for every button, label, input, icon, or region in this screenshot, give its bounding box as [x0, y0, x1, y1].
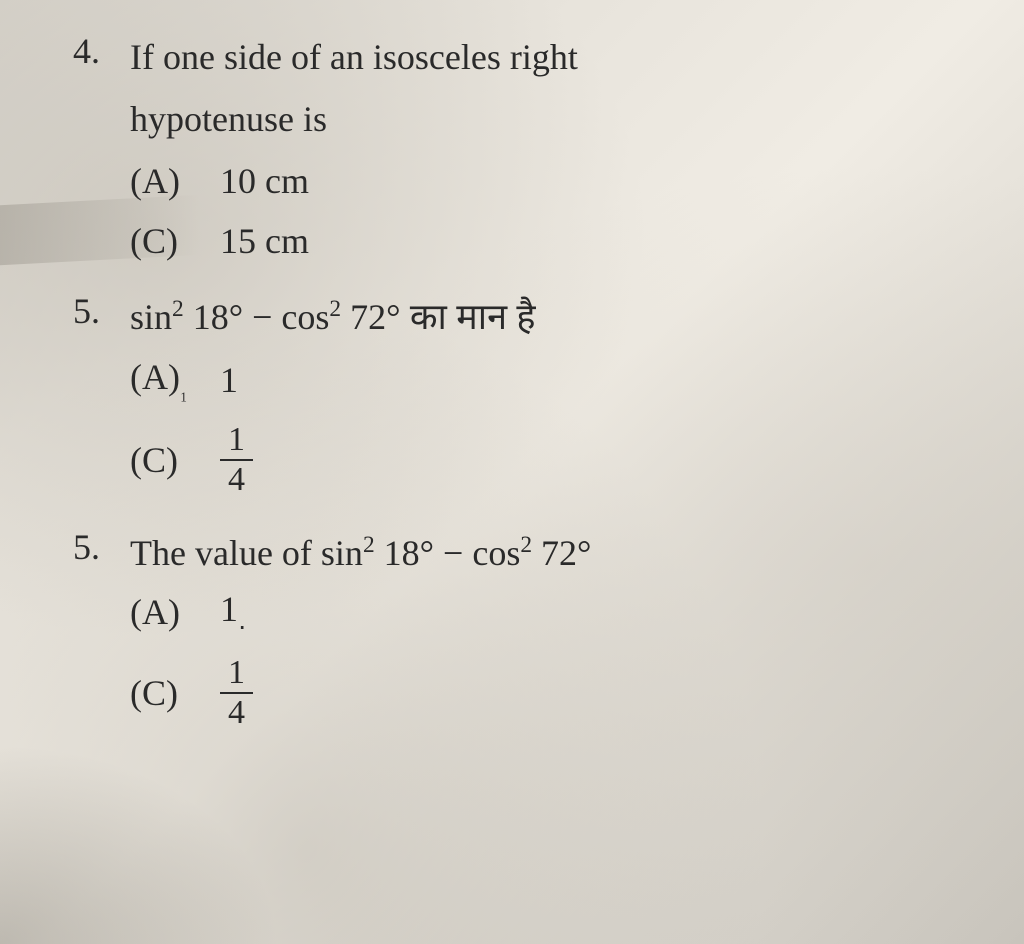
option-label: (C): [130, 439, 220, 481]
expr-angle1: 18°: [184, 297, 243, 337]
expr-minus-cos: − cos: [243, 297, 329, 337]
option-4a: (A) 10 cm: [130, 160, 1004, 202]
expr-sup1: 2: [363, 532, 375, 558]
question-number: 4.: [40, 30, 130, 72]
question-text-line2: hypotenuse is: [130, 92, 1004, 146]
expr-angle2: 72°: [341, 297, 400, 337]
question-number: 5.: [40, 526, 130, 568]
hindi-suffix: का मान है: [401, 297, 536, 344]
expr-angle2: 72°: [532, 533, 591, 573]
fraction-denominator: 4: [220, 461, 253, 498]
question-5-header: 5. sin2 18° − cos2 72° का मान है: [40, 290, 1004, 348]
option-4c: (C) 15 cm: [130, 220, 1004, 262]
option-value-fraction: 1 4: [220, 654, 253, 731]
option-5c-eng: (C) 1 4: [130, 654, 1004, 731]
expr-sup2: 2: [520, 532, 532, 558]
expr-minus-cos: − cos: [434, 533, 520, 573]
trail-mark: ․: [238, 608, 246, 635]
option-value-fraction: 1 4: [220, 421, 253, 498]
question-text-line1: If one side of an isosceles right: [130, 30, 1004, 84]
fraction: 1 4: [220, 421, 253, 498]
sub-mark: ₁: [180, 378, 188, 402]
option-value: 1․: [220, 588, 246, 636]
question-number: 5.: [40, 290, 130, 332]
page-content: 4. If one side of an isosceles right hyp…: [40, 30, 1004, 731]
fraction-numerator: 1: [220, 654, 253, 693]
fraction: 1 4: [220, 654, 253, 731]
expr-angle1: 18°: [375, 533, 434, 573]
expr-sup1: 2: [172, 296, 184, 322]
option-5c-hindi: (C) 1 4: [130, 421, 1004, 498]
option-label: (C): [130, 220, 220, 262]
option-label: (A)₁: [130, 356, 220, 403]
question-expression: sin2 18° − cos2 72° का मान है: [130, 290, 1004, 348]
fraction-numerator: 1: [220, 421, 253, 460]
expr-sin: sin: [130, 297, 172, 337]
option-5a-eng: (A) 1․: [130, 588, 1004, 636]
question-4: 4. If one side of an isosceles right hyp…: [40, 30, 1004, 262]
question-expression-eng: The value of sin2 18° − cos2 72°: [130, 526, 1004, 580]
option-label: (A): [130, 591, 220, 633]
question-5-hindi: 5. sin2 18° − cos2 72° का मान है (A)₁ 1 …: [40, 290, 1004, 498]
option-value: 1: [220, 359, 238, 401]
question-4-header: 4. If one side of an isosceles right: [40, 30, 1004, 84]
option-label: (C): [130, 672, 220, 714]
question-5-english: 5. The value of sin2 18° − cos2 72° (A) …: [40, 526, 1004, 731]
expr-sin: sin: [321, 533, 363, 573]
option-label: (A): [130, 160, 220, 202]
question-5-eng-header: 5. The value of sin2 18° − cos2 72°: [40, 526, 1004, 580]
paper-corner-shadow: [0, 744, 280, 944]
option-value: 15 cm: [220, 220, 309, 262]
eng-prefix: The value of: [130, 533, 321, 573]
expr-sup2: 2: [329, 296, 341, 322]
fraction-denominator: 4: [220, 694, 253, 731]
option-value: 10 cm: [220, 160, 309, 202]
option-5a-hindi: (A)₁ 1: [130, 356, 1004, 403]
